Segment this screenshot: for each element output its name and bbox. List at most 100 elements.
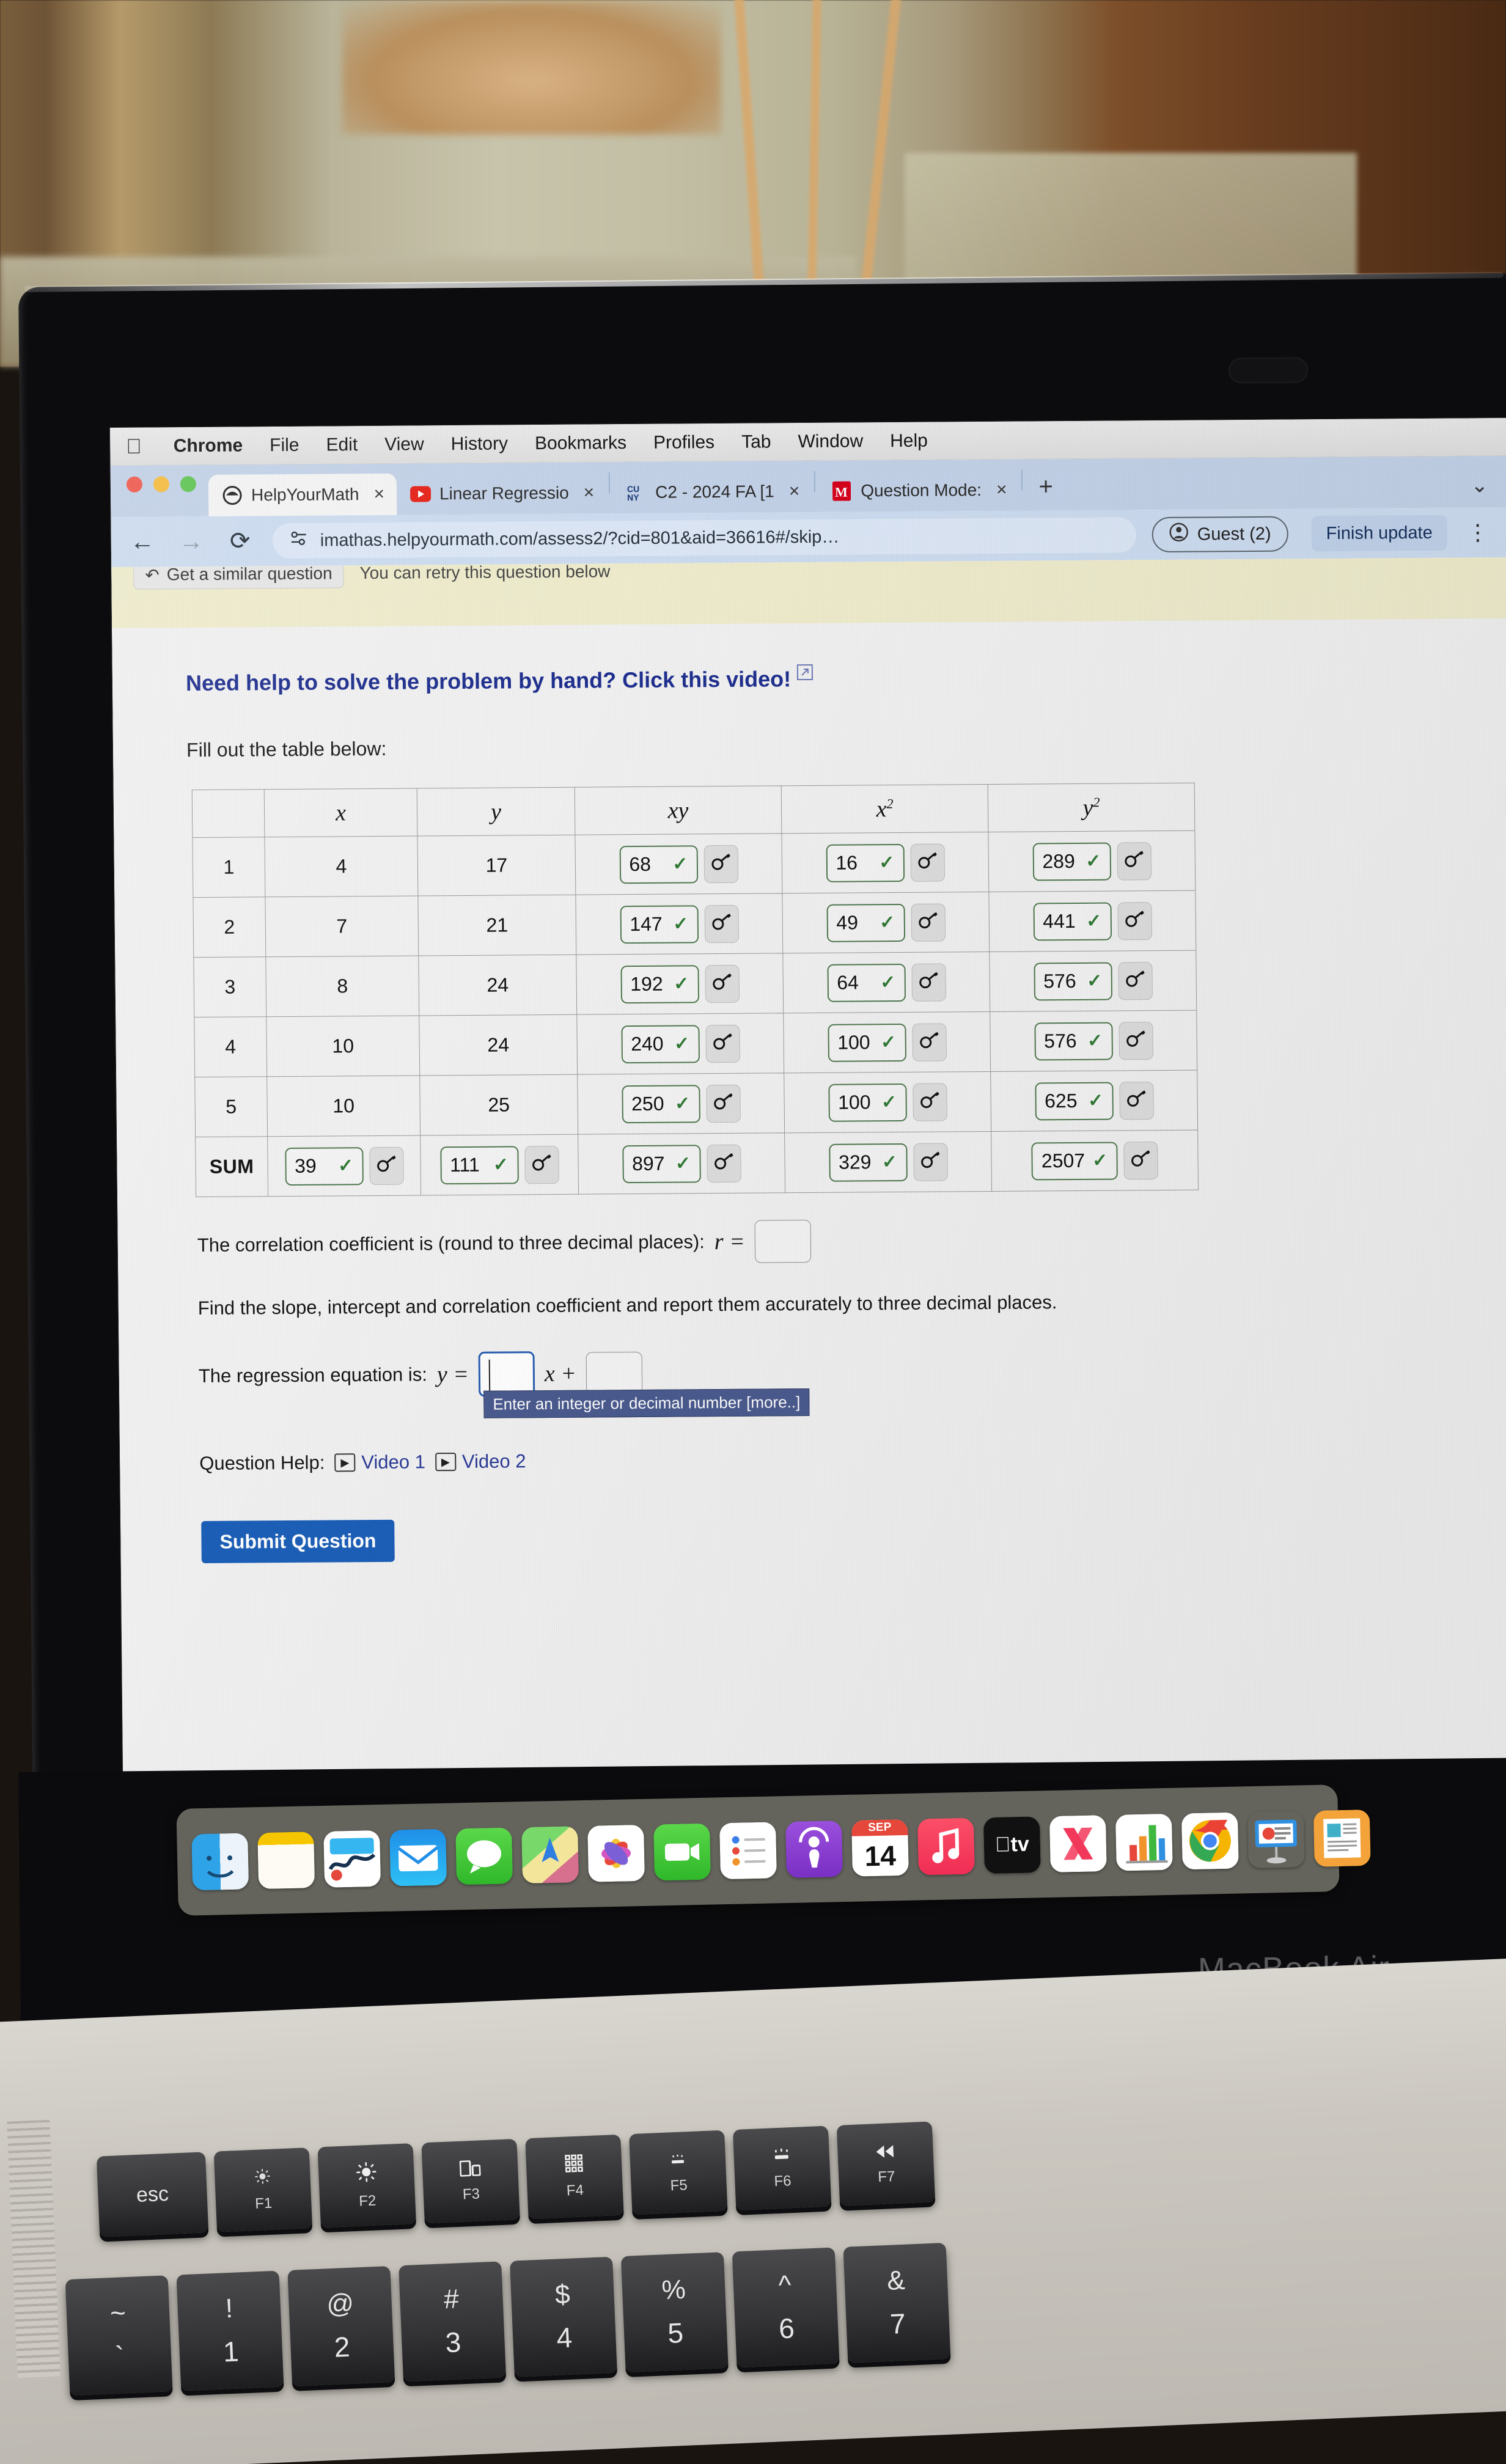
answer-input-x2-2[interactable]: 64 ✓: [826, 963, 906, 1002]
new-tab-button[interactable]: +: [1038, 473, 1054, 501]
dock-item-appletv[interactable]: tv: [983, 1816, 1041, 1874]
tune-icon[interactable]: [290, 529, 308, 552]
key-2[interactable]: @2: [287, 2265, 395, 2386]
key-f3[interactable]: F3: [421, 2138, 520, 2224]
dock-item-music[interactable]: [917, 1817, 975, 1876]
dock-item-pages[interactable]: [1313, 1809, 1371, 1867]
menu-item-tab[interactable]: Tab: [725, 431, 771, 452]
menu-item-history[interactable]: History: [435, 433, 509, 454]
key-f2[interactable]: F2: [317, 2143, 416, 2228]
dock-item-maps[interactable]: [521, 1825, 579, 1883]
menu-item-file[interactable]: File: [254, 435, 299, 455]
answer-key-icon[interactable]: [705, 1084, 741, 1123]
tab-helpyourmath[interactable]: HelpYourMath ×: [208, 473, 397, 516]
answer-input-sum-y[interactable]: 111 ✓: [439, 1145, 519, 1184]
close-tab-button[interactable]: ×: [996, 479, 1007, 500]
answer-key-icon[interactable]: [1117, 842, 1152, 881]
dock-item-photos[interactable]: [587, 1824, 645, 1882]
answer-key-icon[interactable]: [911, 963, 946, 1002]
intercept-input[interactable]: [586, 1351, 643, 1395]
answer-key-icon[interactable]: [912, 1082, 947, 1121]
answer-input-sum-y2[interactable]: 2507 ✓: [1031, 1142, 1118, 1180]
answer-key-icon[interactable]: [524, 1145, 559, 1184]
answer-key-icon[interactable]: [913, 1142, 948, 1181]
tab-c2-2024-fa[interactable]: CU NY C2 - 2024 FA [1 ×: [612, 471, 812, 513]
dock-item-numbers[interactable]: [1115, 1813, 1173, 1871]
answer-input-y2-0[interactable]: 289 ✓: [1032, 842, 1111, 881]
close-window-button[interactable]: [126, 476, 143, 493]
answer-input-y2-3[interactable]: 576 ✓: [1034, 1022, 1113, 1060]
key-5[interactable]: % 5: [620, 2252, 729, 2373]
dock-item-facetime[interactable]: [653, 1823, 711, 1881]
video-2-link[interactable]: ▶ Video 2: [435, 1450, 526, 1473]
close-tab-button[interactable]: ×: [788, 481, 800, 502]
answer-input-x2-0[interactable]: 16 ✓: [826, 843, 905, 882]
answer-input-x2-4[interactable]: 100 ✓: [828, 1083, 907, 1122]
answer-key-icon[interactable]: [1117, 901, 1152, 941]
answer-key-icon[interactable]: [1118, 1021, 1153, 1060]
menu-item-window[interactable]: Window: [782, 431, 863, 452]
answer-input-xy-0[interactable]: 68 ✓: [619, 845, 698, 884]
video-1-link[interactable]: ▶ Video 1: [334, 1451, 425, 1473]
close-tab-button[interactable]: ×: [373, 483, 385, 504]
answer-key-icon[interactable]: [704, 964, 740, 1003]
profile-button[interactable]: Guest (2): [1152, 516, 1288, 553]
dock-item-notes[interactable]: [257, 1831, 315, 1889]
minimize-window-button[interactable]: [153, 476, 170, 493]
answer-key-icon[interactable]: [911, 1022, 947, 1062]
close-tab-button[interactable]: ×: [583, 482, 595, 503]
dock-item-calendar[interactable]: SEP 14: [851, 1819, 909, 1877]
key-f5[interactable]: F5: [629, 2130, 728, 2215]
dock-item-keynote[interactable]: [1247, 1811, 1305, 1868]
key-esc[interactable]: esc: [96, 2152, 209, 2237]
tab-linear-regression[interactable]: Linear Regressio ×: [397, 472, 607, 515]
answer-key-icon[interactable]: [704, 904, 739, 943]
key-3[interactable]: #3: [399, 2261, 506, 2382]
key-f6[interactable]: F6: [732, 2125, 832, 2210]
kebab-menu-icon[interactable]: ⋮: [1466, 519, 1489, 545]
external-link-icon[interactable]: [796, 664, 814, 684]
dock-item-messages[interactable]: [455, 1827, 513, 1885]
forward-button[interactable]: →: [178, 527, 204, 555]
answer-input-xy-1[interactable]: 147 ✓: [620, 904, 699, 944]
answer-key-icon[interactable]: [705, 1024, 740, 1063]
dock-item-reminders[interactable]: [719, 1821, 777, 1879]
dock-item-stocks[interactable]: [323, 1830, 381, 1888]
answer-input-x2-3[interactable]: 100 ✓: [827, 1023, 906, 1062]
answer-key-icon[interactable]: [369, 1146, 404, 1185]
key-backtick[interactable]: ~ `: [65, 2275, 173, 2396]
back-button[interactable]: ←: [130, 527, 155, 556]
answer-input-xy-3[interactable]: 240 ✓: [620, 1024, 700, 1063]
video-prompt-link[interactable]: Need help to solve the problem by hand? …: [112, 661, 1506, 697]
answer-input-y2-4[interactable]: 625 ✓: [1034, 1082, 1114, 1120]
key-f4[interactable]: F4: [525, 2134, 624, 2220]
key-1[interactable]: ! 1: [176, 2270, 284, 2391]
tab-question-mode[interactable]: M Question Mode: ×: [818, 469, 1019, 512]
answer-input-xy-4[interactable]: 250 ✓: [621, 1084, 700, 1123]
key-6[interactable]: ^ 6: [732, 2247, 840, 2368]
menu-item-edit[interactable]: Edit: [310, 434, 358, 455]
answer-key-icon[interactable]: [703, 845, 738, 883]
answer-input-y2-2[interactable]: 576 ✓: [1033, 962, 1112, 1000]
submit-question-button[interactable]: Submit Question: [201, 1519, 395, 1563]
address-bar[interactable]: imathas.helpyourmath.com/assess2/?cid=80…: [272, 517, 1137, 559]
answer-key-icon[interactable]: [1118, 1081, 1154, 1120]
dock-item-chrome[interactable]: [1181, 1812, 1239, 1869]
answer-key-icon[interactable]: [910, 843, 945, 882]
apple-icon[interactable]: : [126, 435, 142, 458]
dock-item-mail[interactable]: [389, 1828, 447, 1887]
answer-key-icon[interactable]: [1123, 1141, 1158, 1179]
answer-input-sum-xy[interactable]: 897 ✓: [622, 1144, 701, 1183]
answer-input-xy-2[interactable]: 192 ✓: [620, 964, 699, 1003]
menu-item-profiles[interactable]: Profiles: [637, 431, 714, 453]
menu-item-help[interactable]: Help: [874, 430, 928, 451]
key-f1[interactable]: F1: [213, 2147, 313, 2232]
answer-input-sum-x[interactable]: 39 ✓: [284, 1146, 364, 1186]
dock-item-finder[interactable]: [191, 1832, 249, 1890]
dock-item-podcasts[interactable]: [785, 1820, 843, 1878]
maximize-window-button[interactable]: [180, 476, 197, 493]
menu-item-chrome[interactable]: Chrome: [158, 435, 243, 456]
answer-input-sum-x2[interactable]: 329 ✓: [828, 1143, 908, 1182]
key-4[interactable]: $4: [510, 2256, 617, 2377]
key-f7[interactable]: F7: [836, 2121, 936, 2206]
